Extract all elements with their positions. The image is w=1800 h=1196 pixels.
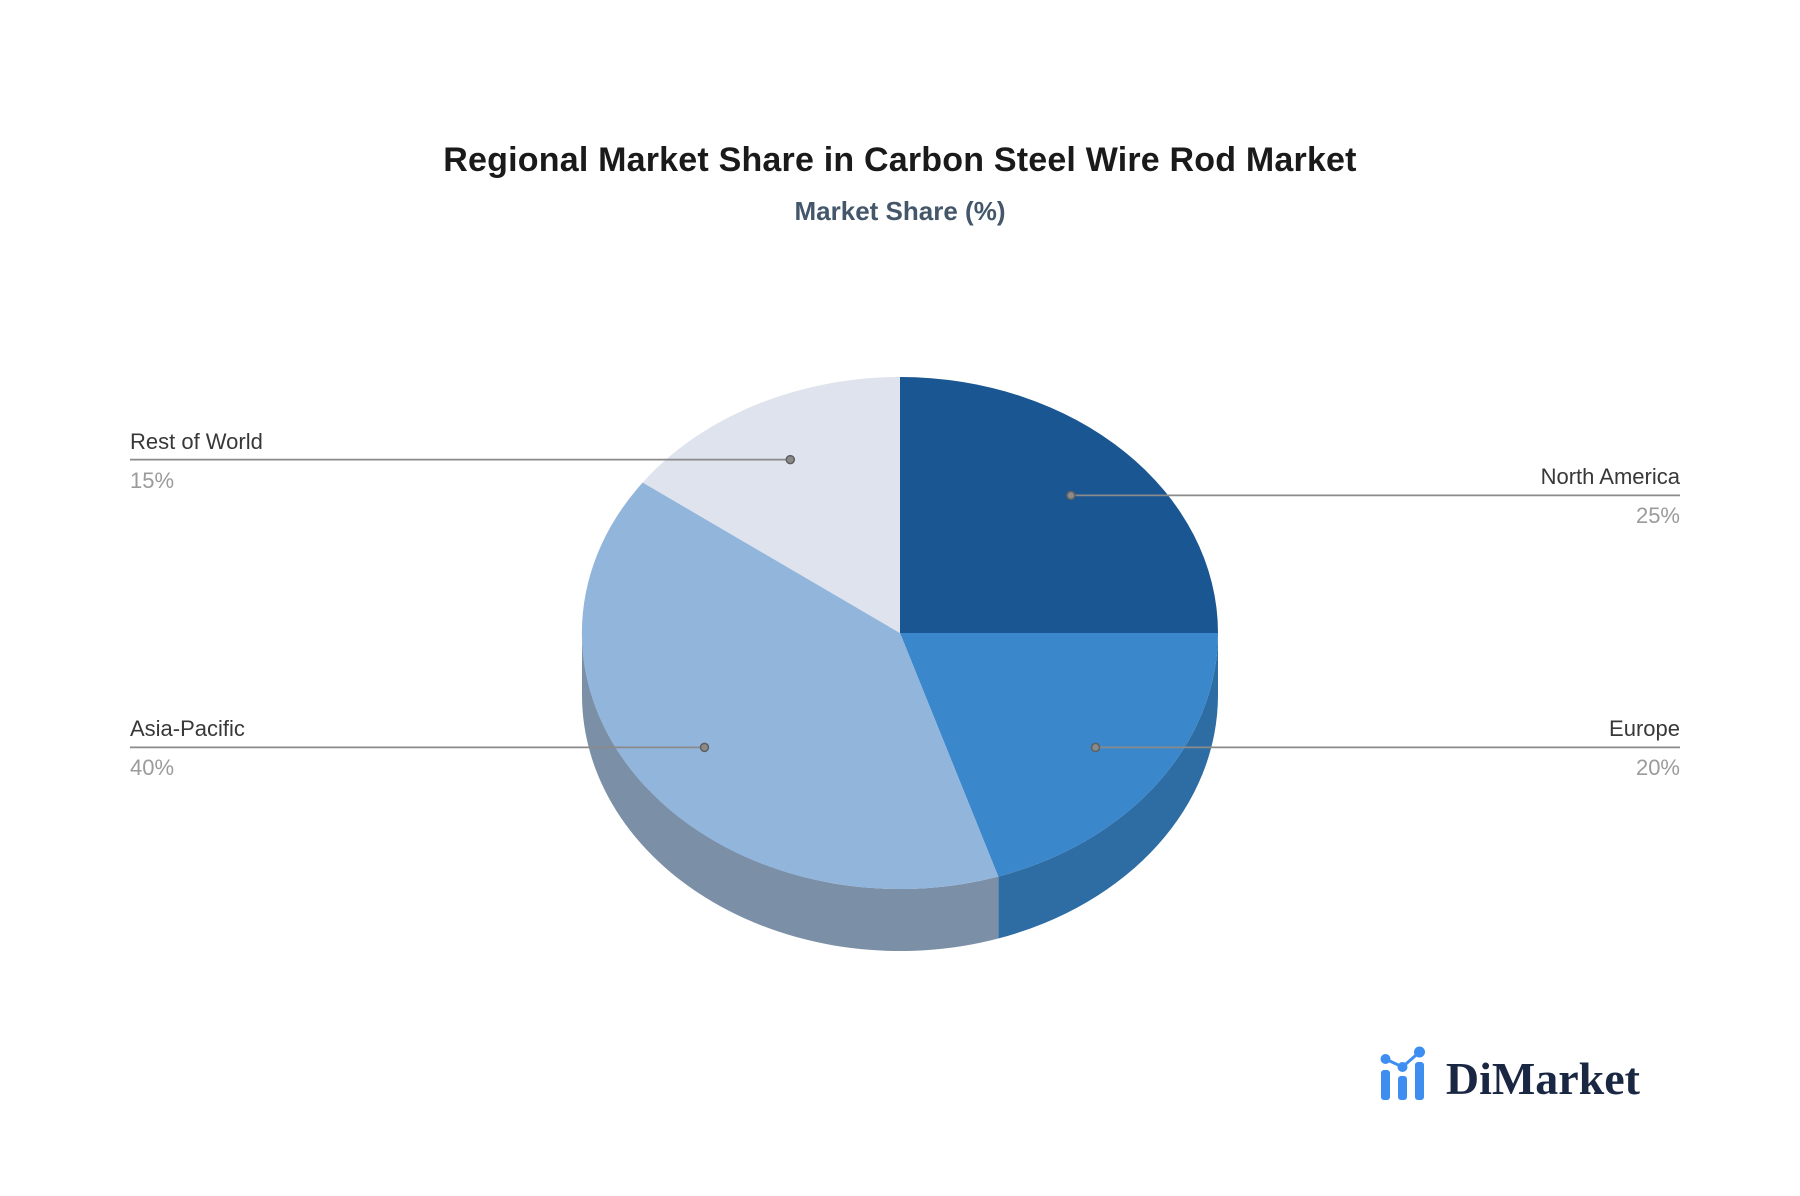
pie-slice-asia-pacific [581,482,999,890]
callout-value: 20% [1635,755,1680,781]
dimarket-logo: DiMarket [1379,1042,1640,1104]
title-block: Regional Market Share in Carbon Steel Wi… [0,140,1800,227]
pie-slice-north-america [900,377,1218,633]
callout-line-gap [130,742,245,755]
callout-value: 15% [130,467,175,493]
callout-value: 25% [1635,503,1680,529]
leader-dot-asia-pacific [699,742,710,753]
callout-label: North America [1540,464,1680,490]
pie-slice-rest-of-world [642,377,900,633]
callout-north-america: North America 25% [1541,464,1680,529]
callout-rest-of-world: Rest of World 15% [130,429,263,494]
leader-dot-north-america [1066,490,1076,501]
callout-value: 40% [130,755,175,781]
leader-dot-europe [1090,742,1101,753]
logo-wordmark: DiMarket [1445,1053,1640,1104]
callout-europe: Europe 20% [1609,716,1680,781]
chart-subtitle: Market Share (%) [794,196,1006,226]
leader-dot-rest-of-world [785,454,796,465]
pie-slice-europe [900,633,1218,877]
pie-wall-asia-pacific [582,633,999,952]
callout-label: Europe [1609,716,1680,742]
callout-label: Asia-Pacific [130,716,245,742]
bar-line-chart-icon [1380,1046,1425,1100]
chart-title: Regional Market Share in Carbon Steel Wi… [443,141,1357,179]
callout-line-gap [1541,490,1680,503]
pie-wall-europe [998,633,1218,939]
callout-line-gap [130,455,263,468]
callout-label: Rest of World [130,428,263,454]
callout-line-gap [1609,742,1680,755]
callout-asia-pacific: Asia-Pacific 40% [130,716,245,781]
